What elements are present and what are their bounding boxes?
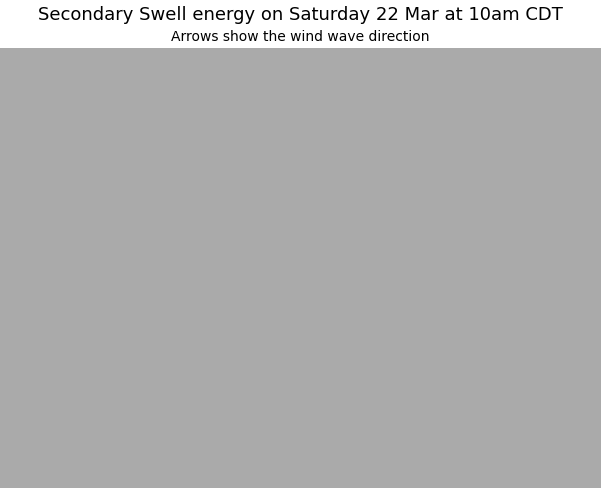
Text: Secondary Swell energy on Saturday 22 Mar at 10am CDT: Secondary Swell energy on Saturday 22 Ma…	[38, 6, 563, 23]
Text: Arrows show the wind wave direction: Arrows show the wind wave direction	[171, 30, 430, 43]
